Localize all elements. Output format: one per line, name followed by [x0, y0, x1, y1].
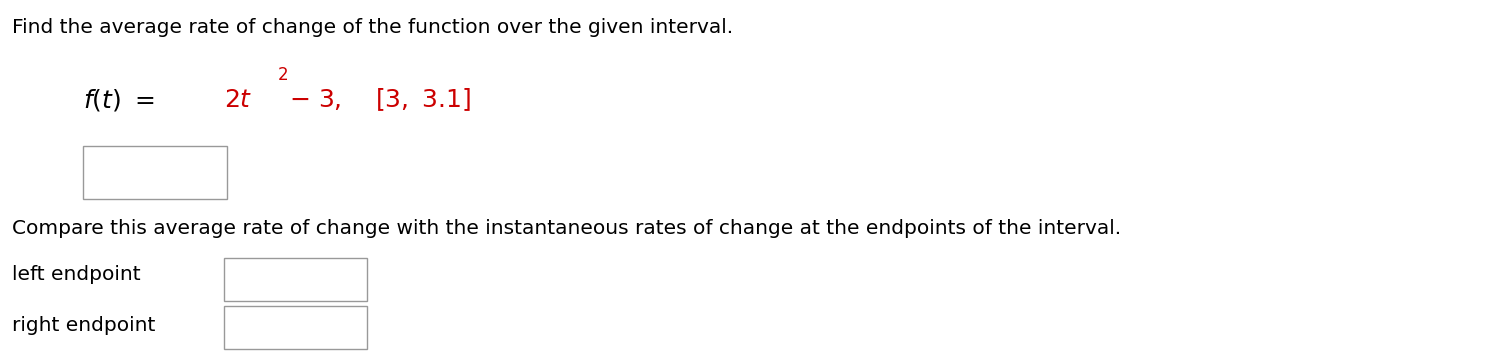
Text: Compare this average rate of change with the instantaneous rates of change at th: Compare this average rate of change with… [12, 219, 1122, 238]
FancyBboxPatch shape [83, 146, 227, 199]
Text: left endpoint: left endpoint [12, 265, 141, 284]
Text: $-\ 3,$: $-\ 3,$ [289, 87, 342, 112]
Text: $[3,\ 3.1]$: $[3,\ 3.1]$ [375, 86, 470, 113]
Text: $2t$: $2t$ [224, 88, 253, 112]
Text: right endpoint: right endpoint [12, 316, 156, 335]
Text: $f(t)\ =\ $: $f(t)\ =\ $ [83, 87, 154, 113]
Text: $2$: $2$ [277, 66, 287, 84]
Text: Find the average rate of change of the function over the given interval.: Find the average rate of change of the f… [12, 18, 733, 37]
FancyBboxPatch shape [224, 306, 367, 349]
FancyBboxPatch shape [224, 258, 367, 301]
